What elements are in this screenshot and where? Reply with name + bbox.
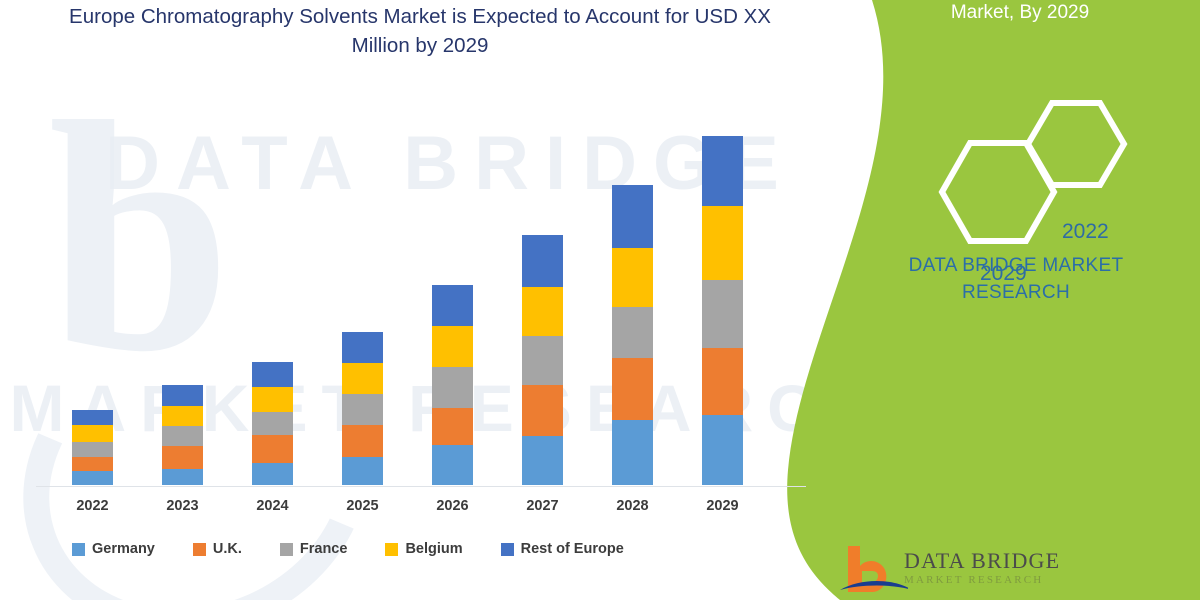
hexagon-2029-shape [938, 140, 1058, 244]
bar-segment-2023-belgium[interactable] [162, 406, 203, 426]
brand-panel: Market, By 2029 2022 2029 DATA BRIDGE MA… [780, 0, 1200, 600]
bar-2022[interactable] [72, 410, 113, 485]
brand-line-2: RESEARCH [962, 282, 1070, 303]
brand-line-1: DATA BRIDGE MARKET [908, 255, 1124, 276]
bar-segment-2028-rest-of-europe[interactable] [612, 185, 653, 248]
bar-segment-2022-germany[interactable] [72, 471, 113, 485]
x-axis-label-2026: 2026 [436, 498, 469, 514]
bar-segment-2026-belgium[interactable] [432, 326, 473, 367]
bar-segment-2025-france[interactable] [342, 394, 383, 425]
bar-segment-2027-france[interactable] [522, 336, 563, 385]
bar-segment-2029-france[interactable] [702, 280, 743, 348]
hexagon-label-2022: 2022 [1062, 220, 1109, 243]
legend-swatch-icon [385, 542, 399, 556]
x-axis-line [36, 486, 806, 487]
bar-segment-2029-belgium[interactable] [702, 206, 743, 280]
bar-segment-2027-belgium[interactable] [522, 287, 563, 336]
bar-2028[interactable] [612, 185, 653, 485]
legend-swatch-icon [279, 542, 293, 556]
bar-segment-2023-germany[interactable] [162, 469, 203, 485]
bar-segment-2025-u-k[interactable] [342, 425, 383, 457]
bar-segment-2029-u-k[interactable] [702, 348, 743, 415]
bar-segment-2029-rest-of-europe[interactable] [702, 136, 743, 206]
bar-2029[interactable] [702, 136, 743, 485]
bar-segment-2022-rest-of-europe[interactable] [72, 410, 113, 425]
legend-swatch-icon [500, 542, 514, 556]
bar-segment-2026-germany[interactable] [432, 445, 473, 485]
plot-area: 2022 2023 2024 2025 2026 2027 2028 2029 [0, 136, 830, 522]
bar-segment-2027-u-k[interactable] [522, 385, 563, 436]
x-axis-label-2029: 2029 [706, 498, 739, 514]
legend-label: France [299, 541, 348, 557]
bar-segment-2025-rest-of-europe[interactable] [342, 332, 383, 363]
bar-segment-2028-france[interactable] [612, 307, 653, 358]
bar-segment-2024-rest-of-europe[interactable] [252, 362, 293, 387]
brand-name: DATA BRIDGE MARKET RESEARCH [840, 252, 1192, 306]
bar-segment-2024-france[interactable] [252, 412, 293, 435]
legend-label: Belgium [405, 541, 463, 557]
x-axis-labels: 2022 2023 2024 2025 2026 2027 2028 2029 [0, 498, 830, 522]
bar-segment-2026-u-k[interactable] [432, 408, 473, 445]
legend-label: U.K. [212, 541, 242, 557]
brand-panel-shape [787, 0, 1200, 600]
legend-item-france[interactable]: France [279, 541, 348, 557]
chart-legend: Germany U.K. France Belgium Rest of Europe [72, 541, 662, 557]
bar-segment-2025-germany[interactable] [342, 457, 383, 485]
x-axis-label-2027: 2027 [526, 498, 559, 514]
bar-segment-2027-rest-of-europe[interactable] [522, 235, 563, 287]
x-axis-label-2024: 2024 [256, 498, 289, 514]
bar-segment-2022-u-k[interactable] [72, 457, 113, 471]
hexagon-shapes [938, 100, 1128, 244]
page-title: Europe Chromatography Solvents Market is… [69, 5, 771, 57]
legend-swatch-icon [192, 542, 206, 556]
bar-segment-2024-u-k[interactable] [252, 435, 293, 463]
bar-segment-2029-germany[interactable] [702, 415, 743, 485]
x-axis-label-2028: 2028 [616, 498, 649, 514]
bar-segment-2022-belgium[interactable] [72, 425, 113, 442]
company-logo: DATA BRIDGE MARKET RESEARCH [838, 532, 1068, 600]
legend-item-germany[interactable]: Germany [72, 541, 155, 557]
bar-segment-2028-germany[interactable] [612, 420, 653, 485]
x-axis-label-2022: 2022 [76, 498, 109, 514]
bar-segment-2027-germany[interactable] [522, 436, 563, 485]
legend-item-u-k[interactable]: U.K. [192, 541, 242, 557]
bar-segment-2028-u-k[interactable] [612, 358, 653, 420]
logo-subtitle: MARKET RESEARCH [904, 574, 1044, 586]
bar-2026[interactable] [432, 285, 473, 485]
logo-mark-icon [840, 546, 912, 592]
bar-segment-2026-rest-of-europe[interactable] [432, 285, 473, 326]
legend-label: Germany [92, 541, 155, 557]
legend-item-belgium[interactable]: Belgium [385, 541, 463, 557]
bar-segment-2024-belgium[interactable] [252, 387, 293, 412]
bar-segment-2023-france[interactable] [162, 426, 203, 446]
bar-segment-2024-germany[interactable] [252, 463, 293, 485]
bar-segment-2023-rest-of-europe[interactable] [162, 385, 203, 406]
bar-segment-2025-belgium[interactable] [342, 363, 383, 394]
hexagon-label-2029: 2029 [980, 262, 1027, 285]
bar-2027[interactable] [522, 235, 563, 485]
hexagon-group: 2022 2029 [780, 95, 1200, 285]
bar-segment-2028-belgium[interactable] [612, 248, 653, 307]
x-axis-label-2025: 2025 [346, 498, 379, 514]
bar-2023[interactable] [162, 385, 203, 485]
x-axis-label-2023: 2023 [166, 498, 199, 514]
logo-name: DATA BRIDGE [904, 548, 1061, 573]
legend-item-rest-of-europe[interactable]: Rest of Europe [500, 541, 624, 557]
bar-segment-2026-france[interactable] [432, 367, 473, 408]
bar-segment-2023-u-k[interactable] [162, 446, 203, 469]
bar-2024[interactable] [252, 362, 293, 485]
legend-swatch-icon [72, 542, 85, 556]
legend-label: Rest of Europe [520, 541, 624, 557]
bar-2025[interactable] [342, 332, 383, 485]
bar-segment-2022-france[interactable] [72, 442, 113, 457]
panel-title: Market, By 2029 [950, 2, 1090, 23]
